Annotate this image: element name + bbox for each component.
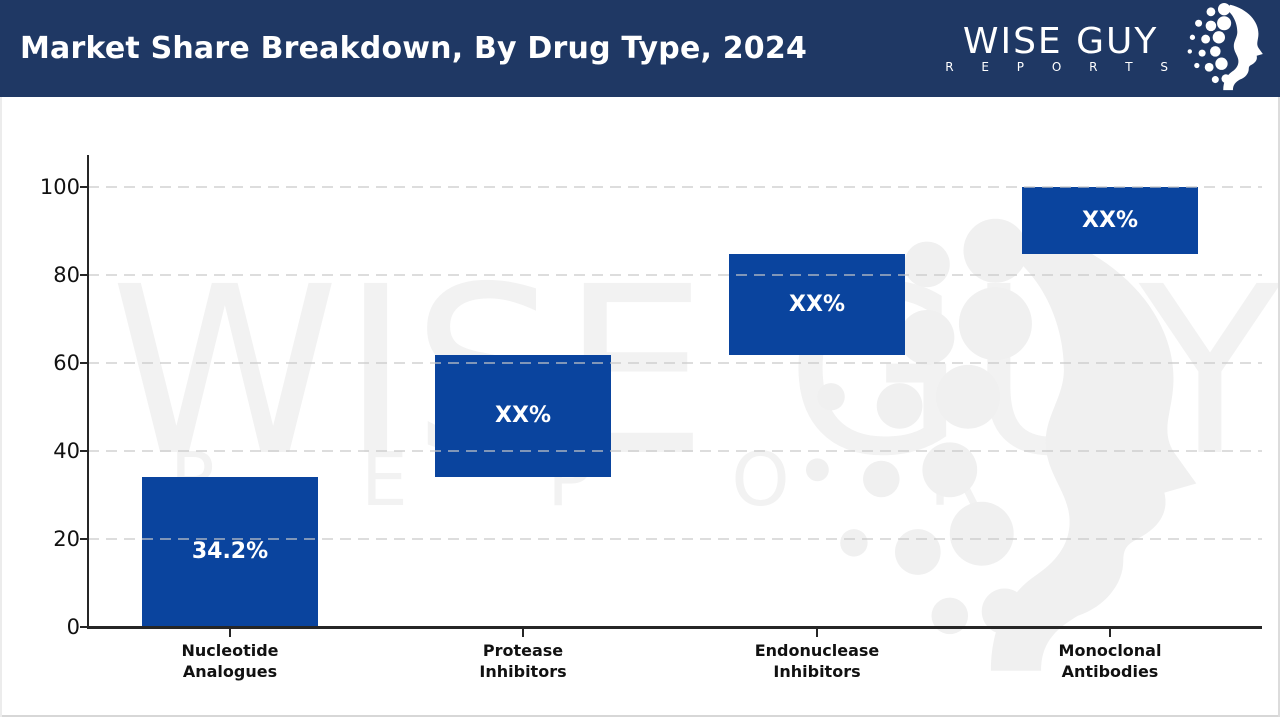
x-category-label-line1: Endonuclease [754,641,880,660]
x-category-label: Nucleotide Analogues [120,640,340,682]
brand-logo: WISE GUY R E P O R T S [941,2,1266,95]
brand-logo-text: WISE GUY R E P O R T S [941,20,1180,75]
brand-subtitle: R E P O R T S [945,60,1180,75]
y-tick [80,274,88,276]
x-category-label-line1: Monoclonal [1058,641,1162,660]
gridline-100 [88,186,1262,188]
y-tick [80,186,88,188]
x-category-label-line2: Inhibitors [479,662,567,681]
y-tick-label: 60 [53,351,80,375]
bar-segment [435,355,611,477]
gridline-60 [88,362,1262,364]
y-tick [80,538,88,540]
x-tick [1109,629,1111,637]
x-category-label: Endonuclease Inhibitors [707,640,927,682]
bar-segment [729,253,905,356]
chart-area: WISE GUY R E P O R T S 02040608010034.2%… [0,97,1280,720]
chart-title: Market Share Breakdown, By Drug Type, 20… [20,31,808,66]
x-category-label-line2: Antibodies [1061,662,1159,681]
gridline-40 [88,450,1262,452]
bar-value-label: XX% [1082,207,1138,233]
bar-segment [142,476,318,627]
page-border-left [0,97,2,717]
y-tick [80,362,88,364]
x-category-label-line1: Protease [482,641,564,660]
page-border-right [1278,97,1280,717]
x-tick [816,629,818,637]
x-category-label-line1: Nucleotide [181,641,279,660]
x-category-label-line2: Analogues [182,662,278,681]
bar-value-label: XX% [789,291,845,317]
page-border-bottom [0,715,1280,717]
bar-segment [1022,187,1198,254]
plot-area: 0 20 40 60 80 100 34.2% XX% XX% XX% Nucleotide Anal… [0,97,1280,720]
gridline-20 [88,538,1262,540]
brand-name: WISE GUY [962,20,1159,62]
header-bar: Market Share Breakdown, By Drug Type, 20… [0,0,1280,97]
x-category-label-line2: Inhibitors [773,662,861,681]
x-tick [229,629,231,637]
gridline-80 [88,274,1262,276]
y-tick [80,626,88,628]
bar-value-label: 34.2% [191,539,269,565]
y-tick-label: 40 [53,439,80,463]
x-tick [522,629,524,637]
y-tick-label: 100 [39,175,80,199]
x-axis-line [87,626,1262,629]
y-tick [80,450,88,452]
y-axis-line [87,155,89,629]
y-tick-label: 20 [53,527,80,551]
y-tick-label: 80 [53,263,80,287]
head-profile-icon [1184,2,1266,95]
x-category-label: Protease Inhibitors [413,640,633,682]
x-category-label: Monoclonal Antibodies [1000,640,1220,682]
bar-value-label: XX% [495,403,551,429]
y-tick-label: 0 [66,615,80,639]
